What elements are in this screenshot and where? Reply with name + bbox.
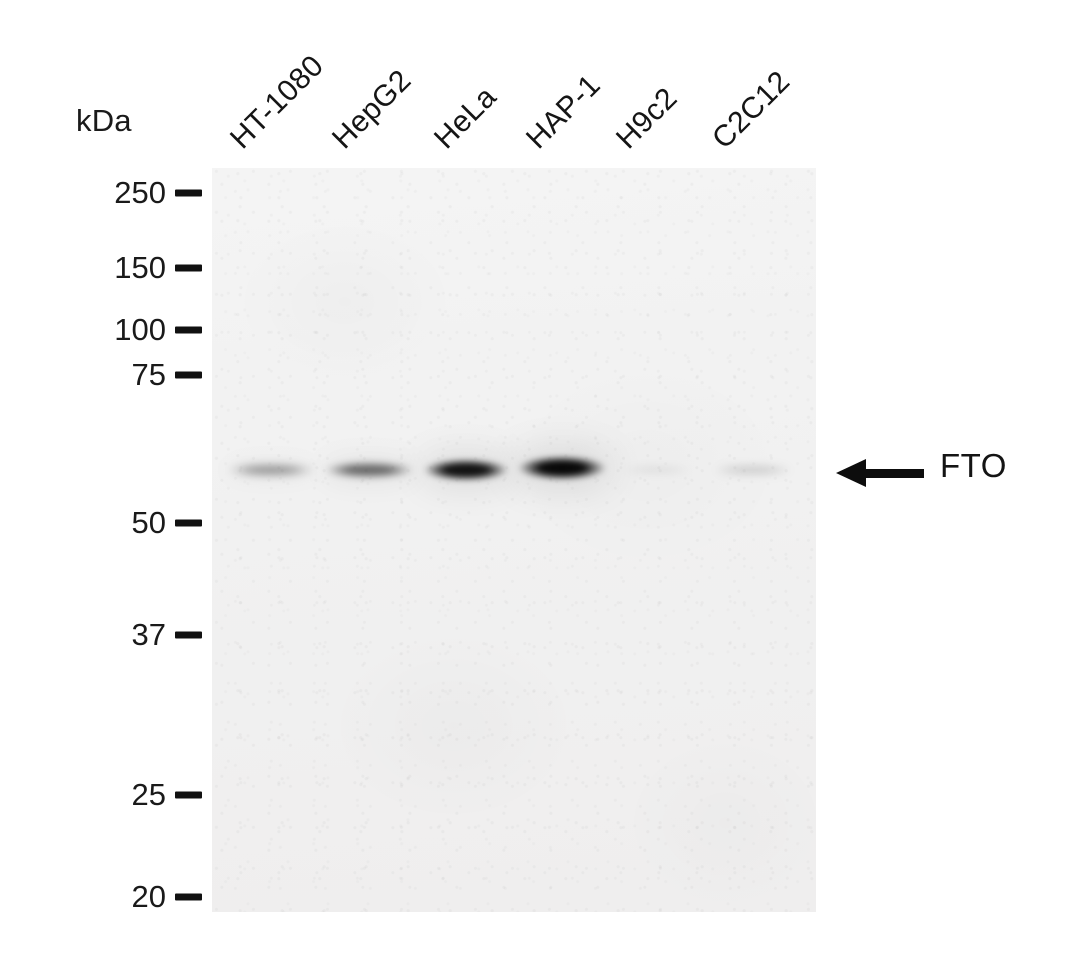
protein-band-hap-1 [518, 457, 606, 479]
mw-marker-value: 250 [114, 175, 166, 210]
mw-marker-tick [175, 371, 202, 379]
lane-label-hepg2: HepG2 [325, 63, 418, 156]
protein-band-h9c2 [622, 466, 692, 474]
left-arrow-icon [836, 459, 866, 487]
mw-marker-tick [175, 189, 202, 197]
lane-label-h9c2: H9c2 [609, 81, 684, 156]
mw-marker-value: 100 [114, 312, 166, 347]
blot-membrane [212, 168, 816, 912]
mw-marker-value: 50 [131, 505, 166, 540]
lane-label-hela: HeLa [427, 80, 503, 156]
mw-marker-tick [175, 519, 202, 527]
mw-marker-value: 37 [131, 617, 166, 652]
kda-unit-label: kDa [76, 103, 132, 138]
mw-marker-value: 20 [131, 879, 166, 914]
mw-marker-tick [175, 631, 202, 639]
protein-band-hepg2 [325, 463, 413, 477]
mw-marker-tick [175, 893, 202, 901]
mw-marker-tick [175, 791, 202, 799]
mw-marker-value: 75 [131, 357, 166, 392]
left-arrow-shaft [862, 469, 924, 478]
mw-marker-value: 150 [114, 250, 166, 285]
lane-label-ht-1080: HT-1080 [223, 49, 331, 156]
target-protein-label: FTO [940, 447, 1007, 484]
membrane-grain-texture [212, 168, 816, 912]
mw-marker-value: 25 [131, 777, 166, 812]
mw-marker-tick [175, 264, 202, 272]
lane-label-c2c12: C2C12 [705, 64, 797, 156]
protein-band-c2c12 [714, 466, 792, 474]
lane-label-hap-1: HAP-1 [519, 68, 607, 156]
mw-marker-tick [175, 326, 202, 334]
protein-band-ht-1080 [228, 464, 314, 476]
protein-band-hela [424, 460, 508, 480]
target-annotation: FTO [836, 447, 1066, 496]
